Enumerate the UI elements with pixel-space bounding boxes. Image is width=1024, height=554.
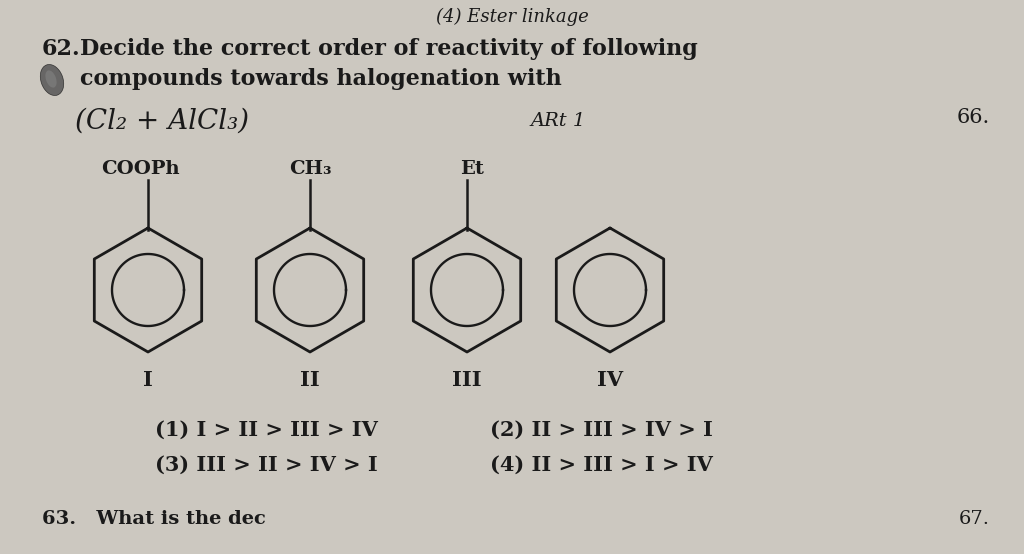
Text: 67.: 67.	[959, 510, 990, 528]
Ellipse shape	[45, 70, 56, 88]
Text: COOPh: COOPh	[100, 160, 179, 178]
Text: Et: Et	[460, 160, 484, 178]
Text: I: I	[143, 370, 153, 390]
Text: (4) II > III > I > IV: (4) II > III > I > IV	[490, 455, 713, 475]
Text: II: II	[300, 370, 319, 390]
Text: Decide the correct order of reactivity of following: Decide the correct order of reactivity o…	[80, 38, 697, 60]
Text: (3) III > II > IV > I: (3) III > II > IV > I	[155, 455, 378, 475]
Text: (4) Ester linkage: (4) Ester linkage	[435, 8, 589, 26]
Text: ARt 1: ARt 1	[530, 112, 586, 130]
Text: CH₃: CH₃	[289, 160, 331, 178]
Text: IV: IV	[597, 370, 623, 390]
Text: III: III	[453, 370, 482, 390]
Text: 66.: 66.	[956, 108, 990, 127]
Text: compounds towards halogenation with: compounds towards halogenation with	[80, 68, 562, 90]
Text: (Cl₂ + AlCl₃): (Cl₂ + AlCl₃)	[75, 108, 249, 135]
Text: 62.: 62.	[42, 38, 81, 60]
Text: 63.   What is the dec: 63. What is the dec	[42, 510, 266, 528]
Text: (1) I > II > III > IV: (1) I > II > III > IV	[155, 420, 378, 440]
Text: (2) II > III > IV > I: (2) II > III > IV > I	[490, 420, 713, 440]
Ellipse shape	[40, 64, 63, 95]
